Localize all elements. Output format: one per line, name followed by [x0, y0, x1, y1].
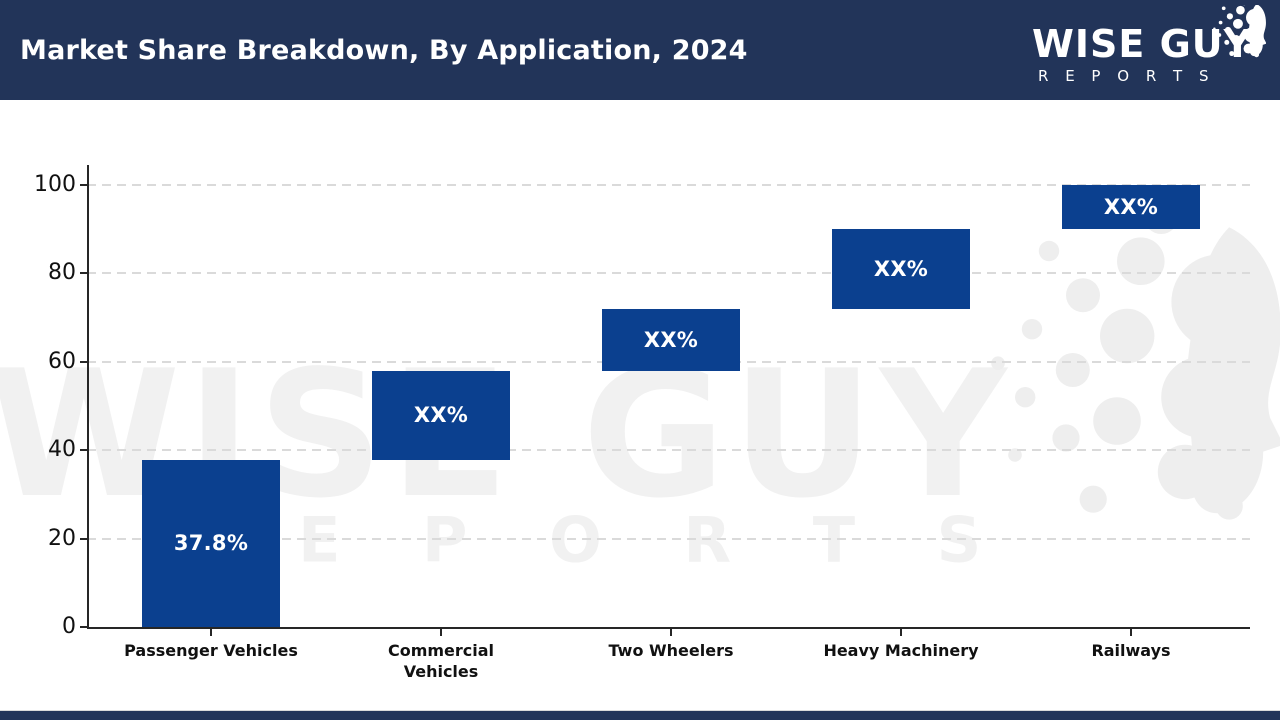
bar-passenger-vehicles: 37.8%	[142, 459, 280, 627]
y-tick-0	[80, 626, 87, 628]
bar-heavy-machinery: XX%	[832, 229, 970, 309]
gridline-40	[87, 449, 1250, 452]
gridline-80	[87, 272, 1250, 275]
category-label-3: Heavy Machinery	[823, 641, 979, 660]
chart-title: Market Share Breakdown, By Application, …	[20, 34, 748, 66]
x-tick-0	[210, 629, 212, 636]
header-bar: Market Share Breakdown, By Application, …	[0, 0, 1280, 100]
logo-text-wise-guy: WISE GUY	[1032, 22, 1252, 66]
gridline-20	[87, 537, 1250, 540]
x-axis-line	[87, 627, 1250, 629]
bar-value-label: XX%	[873, 256, 929, 281]
category-label-0: Passenger Vehicles	[124, 641, 298, 660]
bar-value-label: XX%	[413, 403, 469, 428]
y-tick-label-60: 60	[48, 348, 76, 374]
bar-two-wheelers: XX%	[602, 308, 740, 371]
x-tick-2	[670, 629, 672, 636]
bar-railways: XX%	[1062, 185, 1200, 230]
logo-text-reports: R E P O R T S	[1038, 67, 1214, 85]
y-tick-40	[80, 449, 87, 452]
y-tick-label-100: 100	[34, 172, 76, 197]
x-tick-3	[900, 629, 902, 636]
category-label-2: Two Wheelers	[608, 641, 734, 660]
y-tick-20	[80, 537, 87, 540]
category-label-1: Commercial Vehicles	[387, 641, 495, 681]
y-tick-60	[80, 360, 87, 363]
bar-value-label: 37.8%	[173, 531, 249, 556]
chart-canvas: WISE GUY R E P O R T S 0 20 40 60 80 100 37.8%…	[0, 100, 1280, 710]
gridline-100	[87, 184, 1250, 186]
bar-commercial-vehicles: XX%	[372, 370, 510, 460]
footer-bar	[0, 710, 1280, 720]
category-label-4: Railways	[1091, 641, 1171, 660]
y-tick-label-20: 20	[48, 525, 76, 551]
plot-area: 0 20 40 60 80 100 37.8% Passenger Vehicles XX% Co…	[0, 100, 1280, 710]
watermark-text-reports: R E P O R T S	[169, 503, 1011, 576]
bar-value-label: XX%	[643, 327, 699, 352]
y-tick-label-40: 40	[48, 437, 76, 463]
y-tick-label-80: 80	[48, 260, 76, 286]
x-tick-1	[440, 629, 442, 636]
y-tick-80	[80, 272, 87, 275]
x-tick-4	[1130, 629, 1132, 636]
y-tick-100	[80, 184, 87, 186]
bar-value-label: XX%	[1103, 195, 1159, 220]
y-tick-label-0: 0	[62, 614, 76, 639]
y-axis-line	[87, 165, 89, 629]
wise-guy-reports-logo: WISE GUY R E P O R T S	[1016, 0, 1267, 95]
